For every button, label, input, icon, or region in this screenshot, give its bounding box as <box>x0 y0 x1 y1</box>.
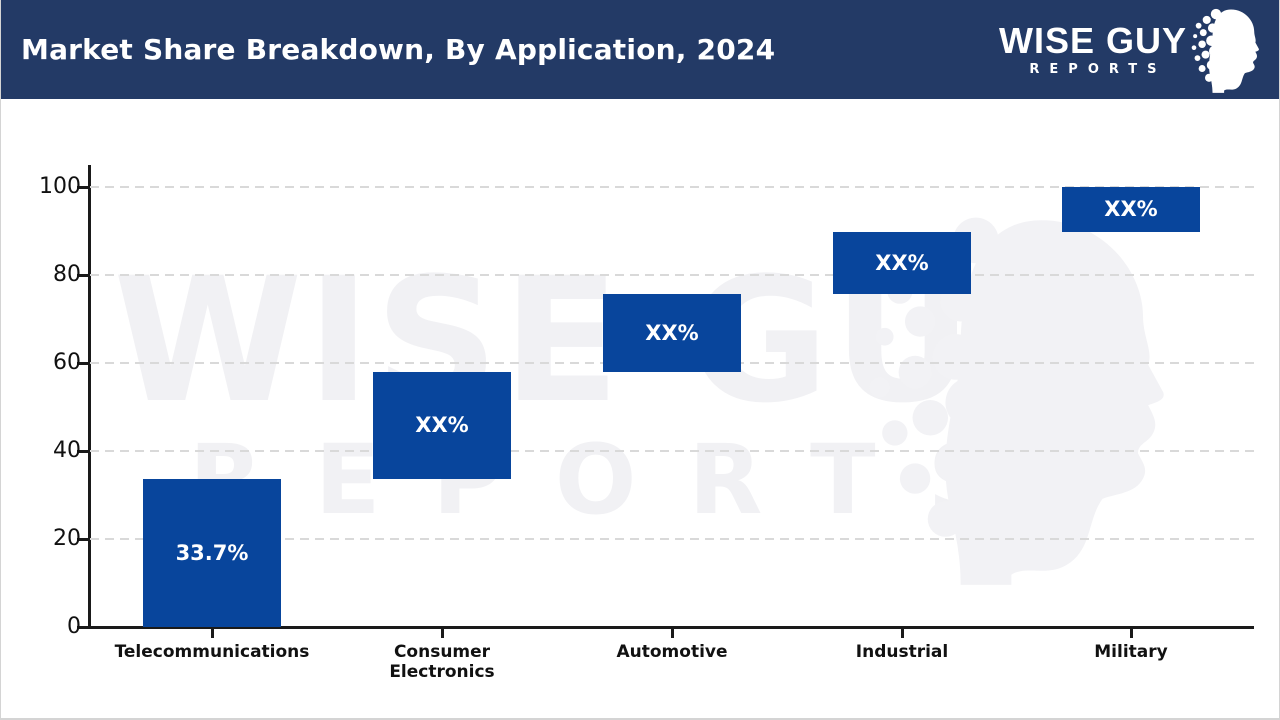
y-tick-label-60: 60 <box>53 350 81 375</box>
x-tick-consumer-electronics <box>441 629 444 638</box>
brand-logo: WISE GUY REPORTS <box>999 0 1265 99</box>
x-axis-line <box>87 626 1254 629</box>
y-tick-label-0: 0 <box>67 614 81 639</box>
bar-value-label-automotive: XX% <box>645 320 699 345</box>
y-tick-20 <box>77 538 90 541</box>
gridline-20 <box>90 538 1255 540</box>
x-tick-industrial <box>901 629 904 638</box>
y-tick-0 <box>77 626 90 629</box>
brand-reports-text: REPORTS <box>1029 62 1167 77</box>
y-tick-label-80: 80 <box>53 262 81 287</box>
x-category-label-automotive: Automotive <box>616 642 728 662</box>
bar-value-label-consumer-electronics: XX% <box>415 413 469 438</box>
y-tick-100 <box>77 186 90 189</box>
bar-value-label-military: XX% <box>1104 197 1158 222</box>
x-tick-automotive <box>671 629 674 638</box>
gridline-40 <box>90 450 1255 452</box>
bar-consumer-electronics: XX% <box>373 371 511 479</box>
header-bar: Market Share Breakdown, By Application, … <box>1 0 1279 99</box>
y-tick-60 <box>77 362 90 365</box>
page-title: Market Share Breakdown, By Application, … <box>21 33 776 66</box>
y-tick-40 <box>77 450 90 453</box>
y-axis-line <box>88 165 91 629</box>
x-category-label-consumer-electronics: Consumer Electronics <box>389 642 495 683</box>
gridline-80 <box>90 274 1255 276</box>
brand-wordmark: WISE GUY REPORTS <box>998 20 1187 77</box>
y-tick-80 <box>77 274 90 277</box>
bar-military: XX% <box>1062 187 1200 232</box>
x-category-label-industrial: Industrial <box>855 642 949 662</box>
bar-industrial: XX% <box>833 231 971 294</box>
y-tick-label-20: 20 <box>53 526 81 551</box>
x-category-label-military: Military <box>1094 642 1168 662</box>
brand-name-text: WISE GUY <box>998 20 1187 61</box>
x-tick-military <box>1130 629 1133 638</box>
bar-telecommunications: 33.7% <box>143 478 281 627</box>
bar-value-label-telecommunications: 33.7% <box>175 540 249 565</box>
y-tick-label-40: 40 <box>53 438 81 463</box>
brand-face-icon <box>1191 8 1259 93</box>
y-tick-label-100: 100 <box>39 174 81 199</box>
x-tick-telecommunications <box>211 629 214 638</box>
bar-automotive: XX% <box>603 293 741 372</box>
gridline-100 <box>90 186 1255 188</box>
x-category-label-telecommunications: Telecommunications <box>114 642 310 662</box>
bar-value-label-industrial: XX% <box>875 250 929 275</box>
